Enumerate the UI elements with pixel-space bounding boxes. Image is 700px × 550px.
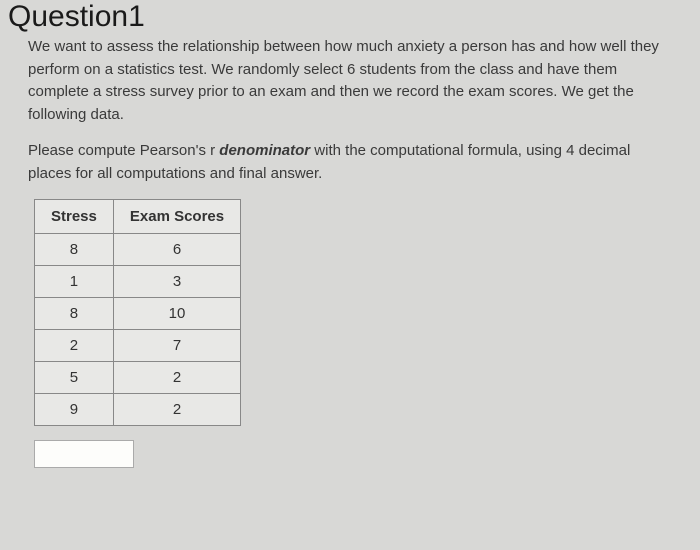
answer-input[interactable] <box>34 440 134 468</box>
table-row: 2 7 <box>35 330 241 362</box>
question-paragraph-2: Please compute Pearson's r denominator w… <box>28 140 668 185</box>
table-cell: 3 <box>113 266 240 298</box>
paragraph2-prefix: Please compute Pearson's r <box>28 142 219 159</box>
table-cell: 7 <box>113 330 240 362</box>
table-cell: 10 <box>113 298 240 330</box>
column-header-stress: Stress <box>35 200 114 234</box>
table-cell: 2 <box>113 394 240 426</box>
table-cell: 8 <box>35 298 114 330</box>
table-row: 8 6 <box>35 234 241 266</box>
table-cell: 8 <box>35 234 114 266</box>
column-header-exam: Exam Scores <box>113 200 240 234</box>
table-cell: 2 <box>113 362 240 394</box>
table-row: 8 10 <box>35 298 241 330</box>
table-cell: 1 <box>35 266 114 298</box>
table-row: 1 3 <box>35 266 241 298</box>
question-heading: Question1 <box>8 0 672 34</box>
table-cell: 2 <box>35 330 114 362</box>
table-row: 9 2 <box>35 394 241 426</box>
table-cell: 6 <box>113 234 240 266</box>
data-table: Stress Exam Scores 8 6 1 3 8 10 2 7 5 2 … <box>34 199 241 426</box>
table-row: 5 2 <box>35 362 241 394</box>
question-paragraph-1: We want to assess the relationship betwe… <box>28 36 668 126</box>
table-cell: 5 <box>35 362 114 394</box>
paragraph2-emphasis: denominator <box>219 142 310 159</box>
table-header-row: Stress Exam Scores <box>35 200 241 234</box>
table-cell: 9 <box>35 394 114 426</box>
